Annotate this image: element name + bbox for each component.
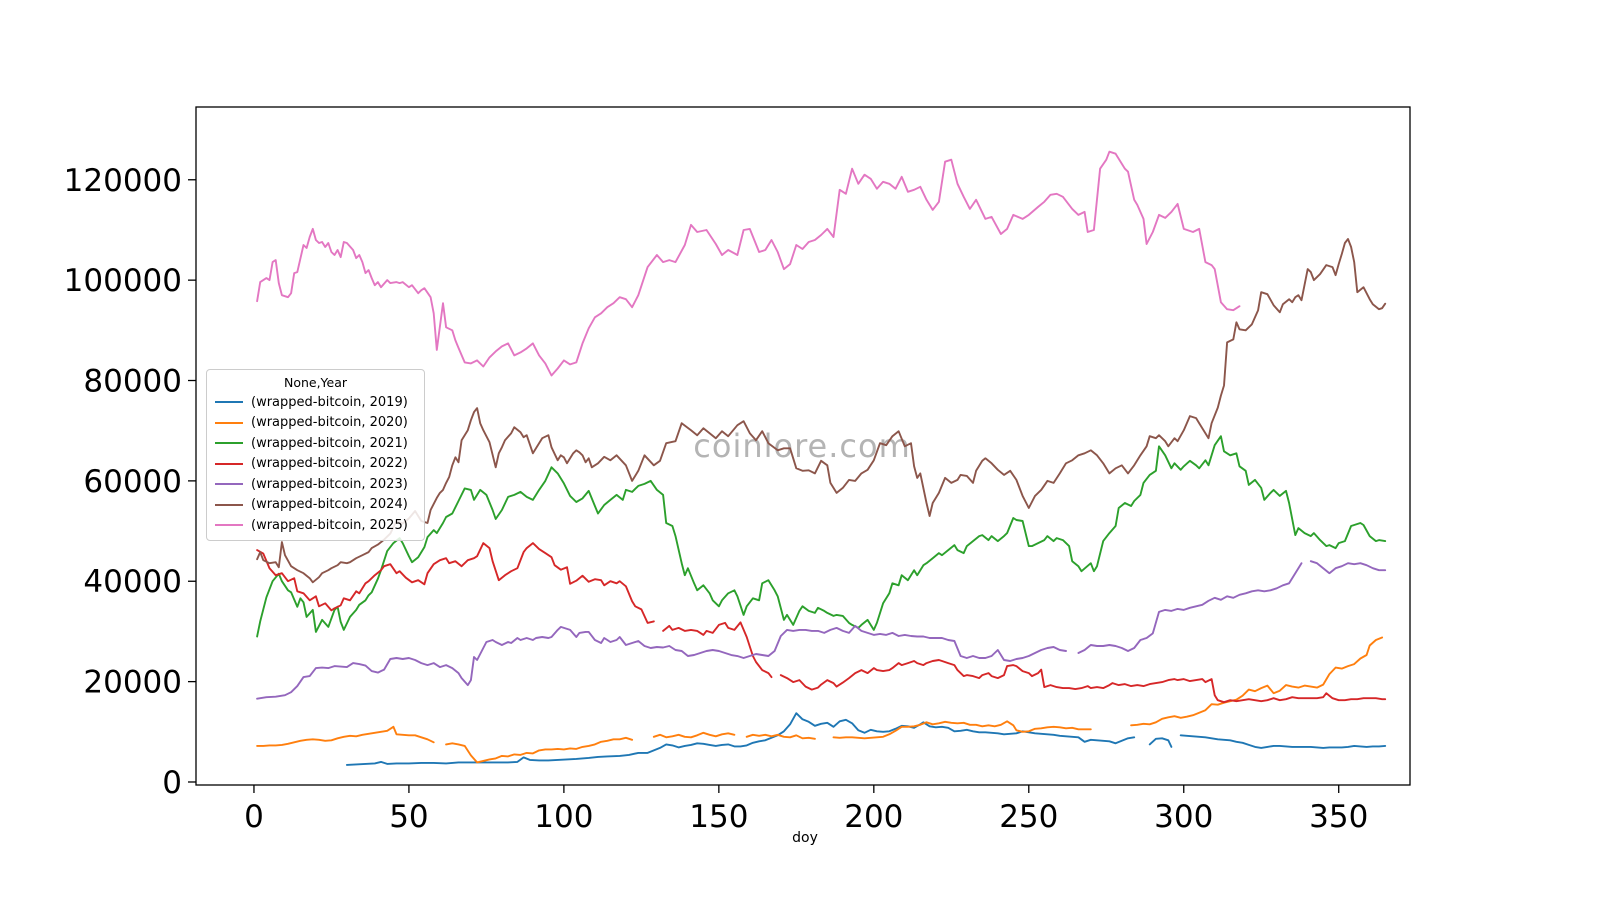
legend-label-2019: (wrapped-bitcoin, 2019): [251, 394, 408, 410]
x-tick-label: 50: [389, 799, 428, 835]
legend: None,Year (wrapped-bitcoin, 2019) (wrappe…: [206, 369, 425, 541]
legend-line-swatch-2023: [215, 483, 243, 486]
legend-line-swatch-2024: [215, 503, 243, 506]
axes-border: [195, 106, 1411, 786]
series-line-2020: [745, 733, 816, 740]
y-tick-label: 40000: [83, 564, 182, 600]
x-tick-label: 0: [244, 799, 264, 835]
legend-label-2024: (wrapped-bitcoin, 2024): [251, 497, 408, 513]
series-line-2023: [1309, 560, 1387, 575]
x-tick-label: 350: [1309, 799, 1368, 835]
legend-label-2021: (wrapped-bitcoin, 2021): [251, 435, 408, 451]
axis-ticks: 0 50 100 150 200 250 300 350 0 20000 40000 60000 800…: [64, 163, 1369, 835]
x-tick-label: 200: [844, 799, 903, 835]
legend-line-swatch-2025: [215, 524, 243, 527]
series-line-2020: [652, 731, 736, 739]
series-line-2023: [256, 624, 1067, 700]
legend-item-2024: (wrapped-bitcoin, 2024): [215, 495, 416, 516]
legend-item-2020: (wrapped-bitcoin, 2020): [215, 413, 416, 434]
y-tick-label: 20000: [83, 665, 182, 701]
legend-label-2023: (wrapped-bitcoin, 2023): [251, 476, 408, 492]
legend-item-2019: (wrapped-bitcoin, 2019): [215, 392, 416, 413]
legend-item-2025: (wrapped-bitcoin, 2025): [215, 515, 416, 536]
series-line-2020: [256, 725, 435, 747]
legend-label-2022: (wrapped-bitcoin, 2022): [251, 456, 408, 472]
series-lines: [256, 150, 1387, 766]
x-tick-label: 250: [999, 799, 1058, 835]
legend-line-swatch-2019: [215, 401, 243, 404]
series-line-2020: [1130, 636, 1384, 727]
legend-label-2020: (wrapped-bitcoin, 2020): [251, 415, 408, 431]
y-tick-label: 60000: [83, 464, 182, 500]
series-line-2023: [1077, 562, 1303, 654]
legend-line-swatch-2021: [215, 442, 243, 445]
legend-item-2022: (wrapped-bitcoin, 2022): [215, 454, 416, 475]
x-axis-title: doy: [792, 830, 818, 846]
legend-label-2025: (wrapped-bitcoin, 2025): [251, 517, 408, 533]
x-tick-label: 100: [534, 799, 593, 835]
series-line-2020: [445, 736, 634, 764]
x-tick-label: 300: [1154, 799, 1213, 835]
legend-item-2023: (wrapped-bitcoin, 2023): [215, 474, 416, 495]
series-line-2024: [256, 238, 1387, 584]
y-tick-label: 100000: [64, 263, 182, 299]
legend-item-2021: (wrapped-bitcoin, 2021): [215, 433, 416, 454]
series-line-2021: [256, 435, 1387, 638]
series-line-2020: [832, 720, 1092, 740]
series-line-2022: [256, 542, 655, 624]
legend-line-swatch-2022: [215, 462, 243, 465]
y-tick-label: 80000: [83, 364, 182, 400]
series-line-2025: [256, 150, 1241, 377]
series-line-2022: [779, 659, 1387, 704]
series-line-2019: [1148, 737, 1173, 748]
series-line-2019: [1179, 734, 1387, 749]
x-tick-label: 150: [689, 799, 748, 835]
legend-title: None,Year: [283, 375, 348, 390]
series-line-2022: [662, 621, 773, 679]
y-tick-label: 120000: [64, 163, 182, 199]
legend-items: (wrapped-bitcoin, 2019) (wrapped-bitcoin,…: [215, 392, 416, 536]
y-tick-label: 0: [162, 765, 182, 801]
legend-line-swatch-2020: [215, 421, 243, 424]
